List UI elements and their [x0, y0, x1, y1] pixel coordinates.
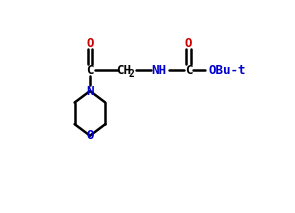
Text: 2: 2: [129, 69, 135, 79]
Text: O: O: [185, 37, 192, 50]
Text: OBu-t: OBu-t: [208, 64, 246, 77]
Text: C: C: [185, 64, 192, 77]
Text: C: C: [86, 64, 94, 77]
Text: NH: NH: [151, 64, 166, 77]
Text: N: N: [86, 85, 94, 98]
Text: O: O: [86, 37, 94, 50]
Text: CH: CH: [116, 64, 131, 77]
Text: O: O: [86, 129, 94, 142]
